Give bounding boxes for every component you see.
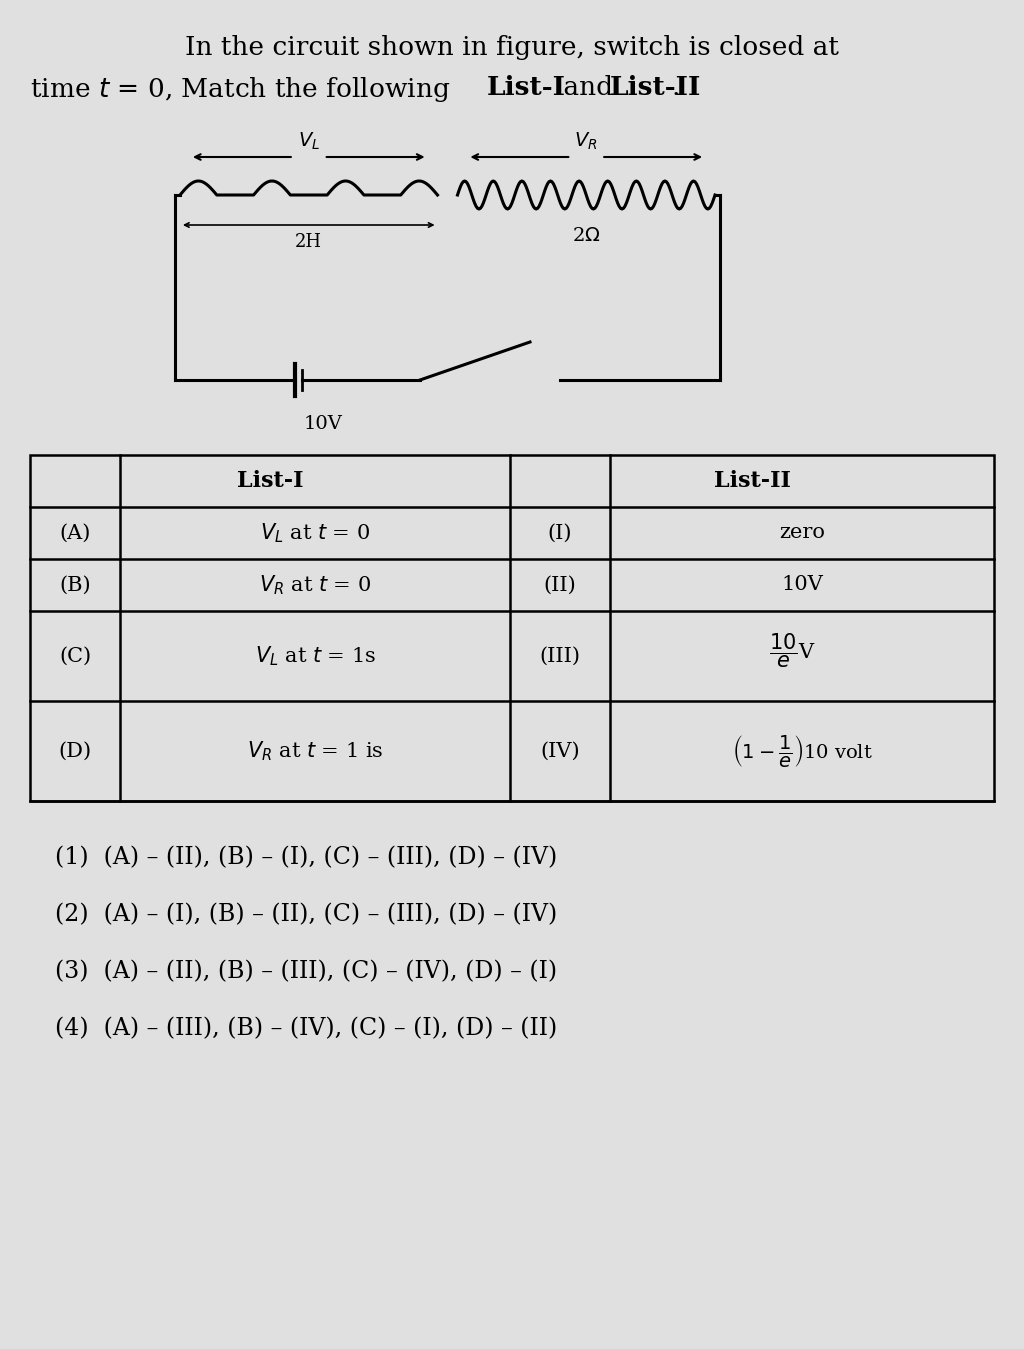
Text: 2$\Omega$: 2$\Omega$	[572, 227, 600, 246]
Text: (4)  (A) – (III), (B) – (IV), (C) – (I), (D) – (II): (4) (A) – (III), (B) – (IV), (C) – (I), …	[55, 1017, 557, 1040]
Text: (I): (I)	[548, 523, 572, 542]
Text: $V_R$ at $t$ = 0: $V_R$ at $t$ = 0	[259, 573, 371, 596]
Text: (3)  (A) – (II), (B) – (III), (C) – (IV), (D) – (I): (3) (A) – (II), (B) – (III), (C) – (IV),…	[55, 960, 557, 983]
Text: $V_R$: $V_R$	[574, 131, 598, 152]
Text: time $t$ = 0, Match the following: time $t$ = 0, Match the following	[30, 76, 452, 104]
Text: List-I: List-I	[487, 76, 566, 100]
Text: In the circuit shown in figure, switch is closed at: In the circuit shown in figure, switch i…	[185, 35, 839, 59]
Text: (C): (C)	[59, 646, 91, 665]
Text: (D): (D)	[58, 742, 91, 761]
Text: (III): (III)	[540, 646, 581, 665]
Text: $V_R$ at $t$ = 1 is: $V_R$ at $t$ = 1 is	[247, 739, 383, 762]
Text: $\left(1-\dfrac{1}{e}\right)$10 volt: $\left(1-\dfrac{1}{e}\right)$10 volt	[731, 733, 872, 769]
Text: (II): (II)	[544, 576, 577, 595]
Text: and: and	[555, 76, 622, 100]
Text: (B): (B)	[59, 576, 91, 595]
Text: List-II: List-II	[714, 469, 791, 492]
Text: $V_L$ at $t$ = 1s: $V_L$ at $t$ = 1s	[255, 645, 376, 668]
Text: zero: zero	[779, 523, 825, 542]
Text: 2H: 2H	[295, 233, 323, 251]
Bar	[30, 455, 994, 801]
Text: (1)  (A) – (II), (B) – (I), (C) – (III), (D) – (IV): (1) (A) – (II), (B) – (I), (C) – (III), …	[55, 846, 557, 869]
Text: (IV): (IV)	[541, 742, 580, 761]
Text: $V_L$ at $t$ = 0: $V_L$ at $t$ = 0	[260, 521, 370, 545]
Text: 10V: 10V	[781, 576, 823, 595]
Text: List-I: List-I	[237, 469, 303, 492]
Text: .: .	[672, 76, 680, 100]
Text: $V_L$: $V_L$	[298, 131, 319, 152]
Text: (A): (A)	[59, 523, 91, 542]
Text: (2)  (A) – (I), (B) – (II), (C) – (III), (D) – (IV): (2) (A) – (I), (B) – (II), (C) – (III), …	[55, 902, 557, 925]
Text: 10V: 10V	[304, 415, 343, 433]
Text: List-II: List-II	[610, 76, 701, 100]
Text: $\dfrac{10}{e}$V: $\dfrac{10}{e}$V	[769, 631, 815, 670]
